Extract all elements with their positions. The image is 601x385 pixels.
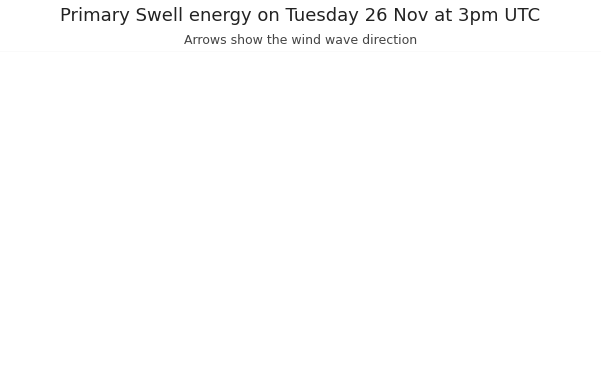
Text: Arrows show the wind wave direction: Arrows show the wind wave direction xyxy=(184,34,417,47)
Text: cartopy required: cartopy required xyxy=(219,209,382,228)
Text: Primary Swell energy on Tuesday 26 Nov at 3pm UTC: Primary Swell energy on Tuesday 26 Nov a… xyxy=(61,7,540,25)
